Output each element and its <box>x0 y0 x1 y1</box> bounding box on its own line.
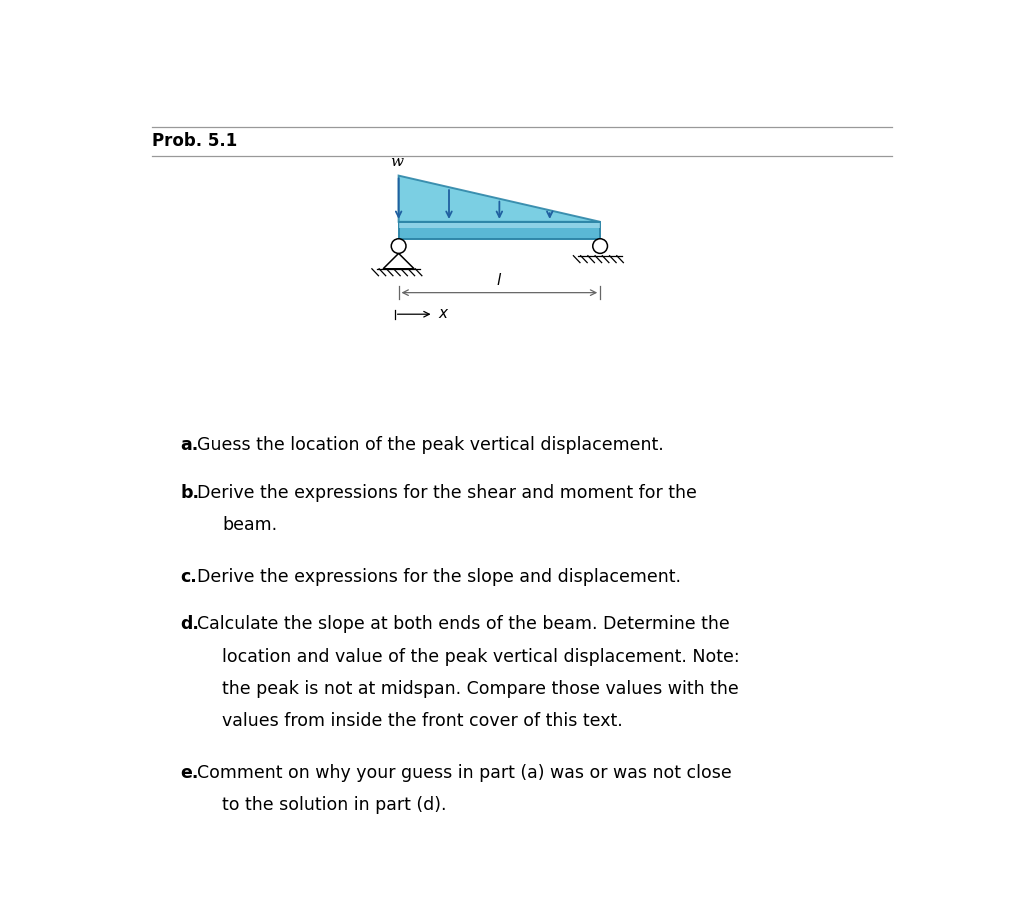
Text: Guess the location of the peak vertical displacement.: Guess the location of the peak vertical … <box>197 436 663 453</box>
Polygon shape <box>398 175 600 222</box>
Text: to the solution in part (d).: to the solution in part (d). <box>222 796 446 814</box>
Text: Derive the expressions for the shear and moment for the: Derive the expressions for the shear and… <box>197 484 697 501</box>
Text: Derive the expressions for the slope and displacement.: Derive the expressions for the slope and… <box>197 567 681 586</box>
Text: values from inside the front cover of this text.: values from inside the front cover of th… <box>222 712 623 731</box>
Text: c.: c. <box>180 567 197 586</box>
Text: Comment on why your guess in part (a) was or was not close: Comment on why your guess in part (a) wa… <box>197 764 732 782</box>
Polygon shape <box>398 222 600 239</box>
Circle shape <box>593 239 607 253</box>
Text: a.: a. <box>180 436 199 453</box>
Text: Prob. 5.1: Prob. 5.1 <box>152 132 237 150</box>
Circle shape <box>391 239 406 253</box>
Text: location and value of the peak vertical displacement. Note:: location and value of the peak vertical … <box>222 647 740 666</box>
Text: $x$: $x$ <box>438 308 449 321</box>
Polygon shape <box>383 253 414 269</box>
Text: b.: b. <box>180 484 199 501</box>
Text: beam.: beam. <box>222 516 277 534</box>
Text: $l$: $l$ <box>496 272 502 288</box>
Text: the peak is not at midspan. Compare those values with the: the peak is not at midspan. Compare thos… <box>222 680 739 698</box>
Text: d.: d. <box>180 615 199 633</box>
Text: e.: e. <box>180 764 199 782</box>
Text: w: w <box>390 155 404 170</box>
Text: Calculate the slope at both ends of the beam. Determine the: Calculate the slope at both ends of the … <box>197 615 730 633</box>
Polygon shape <box>398 223 600 229</box>
